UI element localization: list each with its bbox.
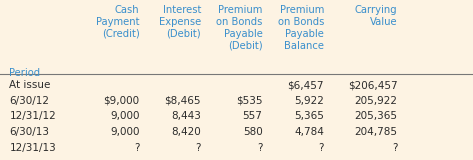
Text: 9,000: 9,000 <box>110 127 140 137</box>
Text: 204,785: 204,785 <box>354 127 397 137</box>
Text: Interest
Expense
(Debit): Interest Expense (Debit) <box>159 5 201 39</box>
Text: At issue: At issue <box>9 80 51 90</box>
Text: 5,365: 5,365 <box>294 111 324 121</box>
Text: 5,922: 5,922 <box>294 96 324 106</box>
Text: ?: ? <box>257 143 263 153</box>
Text: 580: 580 <box>243 127 263 137</box>
Text: ?: ? <box>134 143 140 153</box>
Text: 205,365: 205,365 <box>354 111 397 121</box>
Text: ?: ? <box>195 143 201 153</box>
Text: Premium
on Bonds
Payable
Balance: Premium on Bonds Payable Balance <box>278 5 324 51</box>
Text: 12/31/12: 12/31/12 <box>9 111 56 121</box>
Text: 8,443: 8,443 <box>171 111 201 121</box>
Text: ?: ? <box>318 143 324 153</box>
Text: 12/31/13: 12/31/13 <box>9 143 56 153</box>
Text: $206,457: $206,457 <box>348 80 397 90</box>
Text: Period: Period <box>9 68 41 78</box>
Text: 9,000: 9,000 <box>110 111 140 121</box>
Text: Premium
on Bonds
Payable
(Debit): Premium on Bonds Payable (Debit) <box>216 5 263 51</box>
Text: 6/30/12: 6/30/12 <box>9 96 50 106</box>
Text: 4,784: 4,784 <box>294 127 324 137</box>
Text: $535: $535 <box>236 96 263 106</box>
Text: Carrying
Value: Carrying Value <box>355 5 397 27</box>
Text: 6/30/13: 6/30/13 <box>9 127 50 137</box>
Text: 8,420: 8,420 <box>171 127 201 137</box>
Text: Cash
Payment
(Credit): Cash Payment (Credit) <box>96 5 140 39</box>
Text: $6,457: $6,457 <box>288 80 324 90</box>
Text: $8,465: $8,465 <box>165 96 201 106</box>
Text: 205,922: 205,922 <box>354 96 397 106</box>
Text: ?: ? <box>392 143 397 153</box>
Text: 557: 557 <box>243 111 263 121</box>
Text: $9,000: $9,000 <box>104 96 140 106</box>
